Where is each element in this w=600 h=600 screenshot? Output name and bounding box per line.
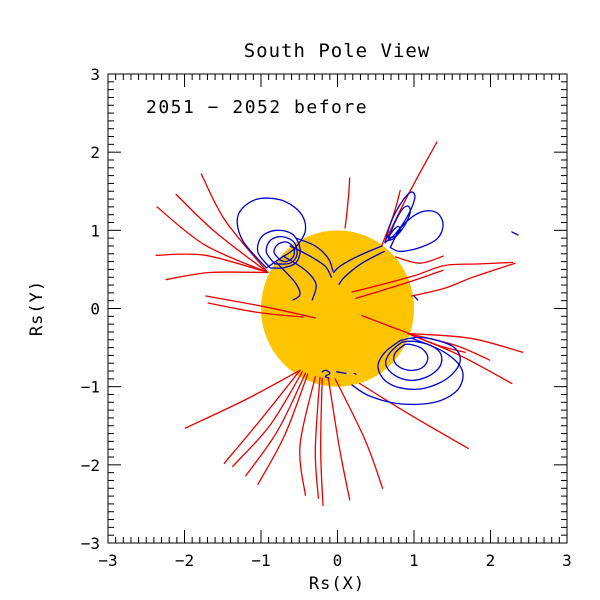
field-line bbox=[387, 225, 401, 239]
field-line bbox=[205, 295, 316, 319]
field-line bbox=[359, 382, 469, 450]
x-tick-label: 0 bbox=[333, 551, 343, 570]
x-tick-label: 2 bbox=[486, 551, 496, 570]
field-line bbox=[256, 229, 301, 269]
field-line bbox=[299, 375, 316, 496]
field-line bbox=[321, 369, 331, 379]
field-line bbox=[155, 253, 269, 274]
field-line bbox=[265, 235, 298, 265]
field-line bbox=[353, 372, 357, 375]
field-line bbox=[275, 261, 301, 301]
field-line bbox=[289, 245, 333, 278]
field-line bbox=[394, 255, 444, 264]
field-line bbox=[273, 241, 296, 263]
y-tick-label: 0 bbox=[90, 300, 100, 319]
field-line bbox=[511, 231, 519, 236]
x-tick-label: −3 bbox=[98, 551, 117, 570]
x-tick-label: −1 bbox=[251, 551, 270, 570]
x-tick-labels: −3 −2 −1 0 1 2 3 bbox=[98, 551, 571, 570]
open-field-lines bbox=[155, 141, 524, 507]
field-line bbox=[411, 262, 516, 297]
field-line bbox=[393, 343, 429, 371]
x-tick-label: 3 bbox=[562, 551, 572, 570]
field-line bbox=[389, 210, 444, 253]
field-line bbox=[184, 369, 301, 429]
field-line bbox=[156, 206, 269, 274]
field-line bbox=[223, 369, 301, 464]
closed-field-lines bbox=[236, 191, 519, 406]
field-lines bbox=[155, 141, 524, 507]
field-line bbox=[327, 377, 351, 501]
field-line bbox=[200, 173, 269, 274]
axis-ticks bbox=[107, 73, 568, 544]
y-tick-labels: 3 2 1 0 −1 −2 −3 bbox=[81, 65, 100, 553]
field-line bbox=[355, 269, 444, 299]
field-line bbox=[407, 332, 466, 353]
field-line bbox=[344, 177, 351, 229]
field-line bbox=[295, 237, 334, 272]
field-line bbox=[232, 371, 303, 468]
field-line bbox=[413, 295, 419, 301]
field-line bbox=[314, 376, 321, 500]
field-line bbox=[334, 378, 384, 489]
field-line bbox=[407, 332, 524, 353]
field-line bbox=[175, 193, 269, 274]
field-line bbox=[282, 255, 317, 301]
field-line bbox=[377, 336, 461, 390]
field-line bbox=[407, 332, 491, 361]
field-line bbox=[333, 245, 383, 274]
field-line bbox=[384, 191, 416, 244]
field-line bbox=[338, 250, 385, 285]
field-line bbox=[336, 371, 347, 375]
annotation-text: 2051 − 2052 before bbox=[146, 97, 368, 118]
sun-disk bbox=[261, 230, 414, 387]
y-tick-label: −3 bbox=[81, 534, 100, 553]
plot-title: South Pole View bbox=[244, 40, 431, 62]
plot-frame bbox=[107, 73, 568, 544]
field-line bbox=[351, 337, 464, 406]
field-line bbox=[320, 377, 324, 507]
field-line bbox=[257, 373, 309, 486]
field-line bbox=[361, 314, 413, 335]
field-line bbox=[245, 372, 307, 477]
y-tick-label: 3 bbox=[90, 65, 100, 84]
x-axis-label: Rs(X) bbox=[309, 574, 365, 594]
y-axis-label: Rs(Y) bbox=[27, 280, 47, 336]
field-line bbox=[351, 261, 514, 293]
field-line bbox=[207, 302, 304, 318]
y-tick-label: −2 bbox=[81, 456, 100, 475]
x-tick-label: −2 bbox=[175, 551, 194, 570]
field-line bbox=[236, 197, 307, 269]
y-tick-label: 2 bbox=[90, 143, 100, 162]
field-line bbox=[165, 271, 269, 281]
y-tick-label: 1 bbox=[90, 221, 100, 240]
x-tick-label: 1 bbox=[409, 551, 419, 570]
y-tick-label: −1 bbox=[81, 378, 100, 397]
